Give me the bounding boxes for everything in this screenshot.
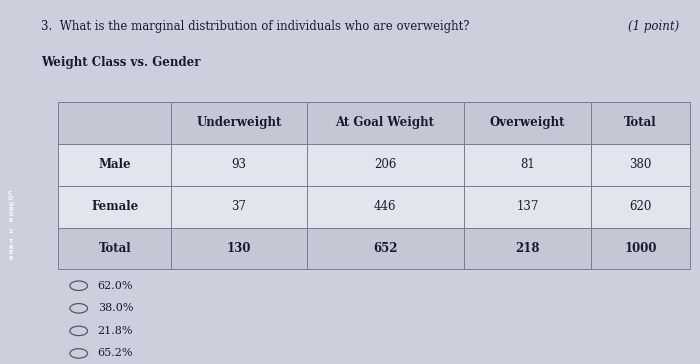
Bar xyxy=(307,186,463,228)
Text: 620: 620 xyxy=(629,200,652,213)
Bar xyxy=(307,144,463,186)
Text: At Goal Weight: At Goal Weight xyxy=(335,116,435,129)
Text: 218: 218 xyxy=(515,242,540,255)
Bar xyxy=(172,228,307,269)
Text: Female: Female xyxy=(91,200,139,213)
Text: 206: 206 xyxy=(374,158,396,171)
Bar xyxy=(172,102,307,144)
Bar xyxy=(58,186,171,228)
Text: 380: 380 xyxy=(629,158,652,171)
Text: 652: 652 xyxy=(373,242,398,255)
Text: (1 point): (1 point) xyxy=(629,20,680,33)
Bar xyxy=(463,228,592,269)
Bar xyxy=(463,144,592,186)
Bar xyxy=(463,102,592,144)
Text: Total: Total xyxy=(624,116,657,129)
Bar xyxy=(58,102,171,144)
Text: 21.8%: 21.8% xyxy=(98,326,133,336)
Bar xyxy=(463,186,592,228)
Bar xyxy=(592,186,690,228)
Text: 137: 137 xyxy=(516,200,538,213)
Text: 62.0%: 62.0% xyxy=(98,281,133,291)
Bar xyxy=(592,102,690,144)
Text: 37: 37 xyxy=(232,200,246,213)
Text: 3.  What is the marginal distribution of individuals who are overweight?: 3. What is the marginal distribution of … xyxy=(41,20,470,33)
Text: 65.2%: 65.2% xyxy=(98,348,133,359)
Bar xyxy=(58,144,171,186)
Text: 93: 93 xyxy=(232,158,246,171)
Bar xyxy=(172,186,307,228)
Text: C
O
U
R
S
E
 
1
 
T
R
E
E: C O U R S E 1 T R E E xyxy=(8,191,13,261)
Text: Weight Class vs. Gender: Weight Class vs. Gender xyxy=(41,56,201,70)
Text: 446: 446 xyxy=(374,200,396,213)
Bar xyxy=(172,144,307,186)
Bar xyxy=(307,228,463,269)
Text: Male: Male xyxy=(99,158,131,171)
Text: 38.0%: 38.0% xyxy=(98,303,133,313)
Text: Overweight: Overweight xyxy=(489,116,565,129)
Bar xyxy=(307,102,463,144)
Bar xyxy=(592,228,690,269)
Bar xyxy=(58,228,171,269)
Text: Underweight: Underweight xyxy=(196,116,281,129)
Bar xyxy=(592,144,690,186)
Text: 130: 130 xyxy=(227,242,251,255)
Text: 1000: 1000 xyxy=(624,242,657,255)
Text: 81: 81 xyxy=(520,158,535,171)
Text: Total: Total xyxy=(99,242,131,255)
